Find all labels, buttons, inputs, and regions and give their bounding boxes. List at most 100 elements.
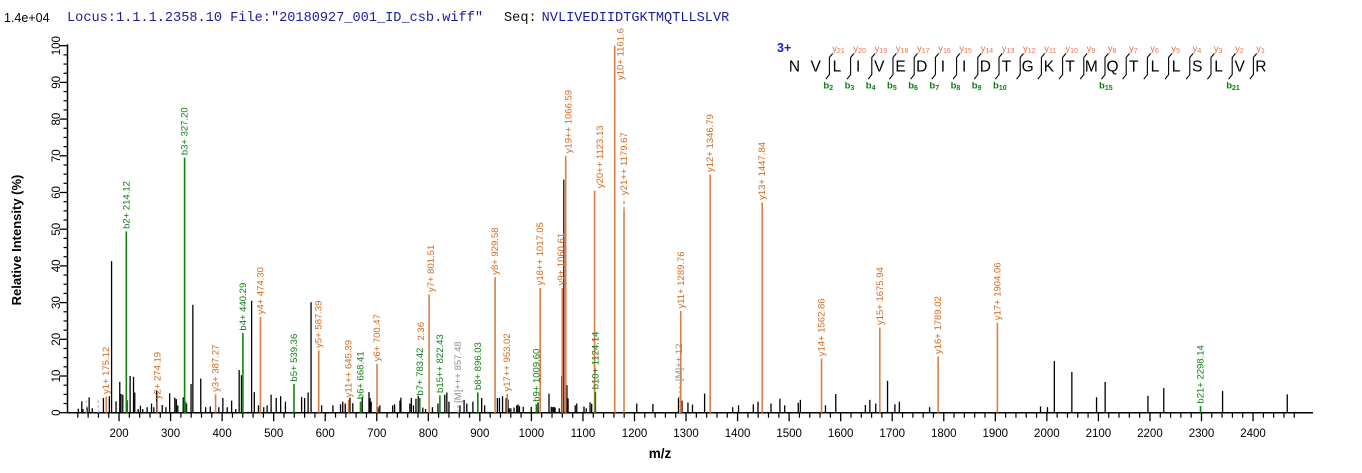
x-tick-label: 2200	[1137, 428, 1163, 440]
map-y-ion-label: y15	[959, 44, 972, 56]
map-y-ion-label: y17	[917, 44, 930, 56]
residue-letter: L	[1172, 59, 1181, 76]
fragment-peak-label: [M]+++ 857.48	[453, 341, 464, 403]
axes: 200 300 400 500 600 700 800 900 1000 1100 1200 1300…	[51, 36, 1313, 440]
residue-letter: Q	[1106, 59, 1118, 76]
fragment-peak-label: y9+ 1060.61	[556, 233, 567, 286]
x-tick-label: 600	[316, 428, 335, 440]
x-tick-label: 2400	[1240, 428, 1266, 440]
x-tick-label: 300	[161, 428, 180, 440]
map-b-ion-label: b15	[1099, 81, 1113, 93]
fragment-peak-label: y20++ 1123.13	[595, 125, 606, 188]
fragment-peak-label: y19++ 1066.59	[563, 90, 574, 153]
fragment-peak-label: b3+ 327.20	[180, 107, 191, 155]
fragment-peak-label: y10+ 1161.6	[616, 28, 627, 80]
map-y-ion-label: y13	[1002, 44, 1015, 56]
map-y-ion-label: y5	[1171, 44, 1180, 56]
fragment-peak-label: y7+ 801.51	[426, 245, 437, 292]
map-b-ion-label: b8	[951, 81, 961, 93]
x-tick-label: 900	[470, 428, 489, 440]
fragment-peak-label: y2+ 274.19	[152, 352, 163, 399]
fragment-peak-label: y11+ 1289.76	[676, 251, 687, 308]
fragment-bracket	[1164, 53, 1173, 80]
map-y-ion-label: y20	[853, 44, 866, 56]
fragment-peak-label: y11++ 645.39	[344, 340, 355, 397]
fragment-peak-label: b2+ 214.12	[121, 181, 132, 229]
residue-letter: V	[1235, 59, 1246, 76]
fragment-peak-label: y15+ 1675.94	[875, 267, 886, 325]
map-b-ion-label: b9	[972, 81, 982, 93]
fragment-peak-label: y21++ 1179.67	[619, 132, 630, 195]
x-tick-label: 1800	[931, 428, 957, 440]
residue-letter: V	[874, 59, 885, 76]
fragment-bracket	[1079, 53, 1088, 80]
map-y-ion-label: y3	[1214, 44, 1223, 56]
y-tick-label: 50	[51, 223, 63, 236]
y-tick-label: 100	[51, 36, 63, 55]
fragment-bracket	[1228, 53, 1236, 80]
x-tick-label: 400	[213, 428, 232, 440]
map-y-ion-label: y14	[981, 44, 994, 56]
x-tick-label: 1400	[725, 428, 751, 440]
residue-letter: V	[811, 59, 822, 76]
x-tick-label: 1000	[519, 428, 545, 440]
fragment-bracket	[952, 53, 961, 80]
fragment-peak-label: y16+ 1789.02	[933, 296, 944, 354]
fragment-peak-label: b8+ 896.03	[473, 342, 484, 390]
x-tick-label: 2100	[1086, 428, 1112, 440]
x-tick-label: 800	[419, 428, 438, 440]
fragment-peak-label: b4+ 440.29	[238, 283, 249, 331]
fragment-bracket	[888, 53, 897, 80]
map-y-ion-label: y11	[1044, 44, 1056, 56]
fragment-bracket	[1122, 53, 1130, 80]
x-tick-label: 2300	[1189, 428, 1215, 440]
fragment-peak-label: y6+ 700.47	[372, 314, 383, 361]
map-y-ion-label: y9	[1087, 44, 1096, 56]
x-tick-label: 1100	[571, 428, 596, 440]
map-b-ion-label: b6	[908, 81, 918, 93]
y-tick-label: 80	[51, 113, 63, 126]
fragment-bracket	[1100, 53, 1109, 80]
fragment-bracket	[910, 53, 918, 80]
x-tick-label: 500	[264, 428, 283, 440]
y-tick-label: 70	[51, 149, 63, 162]
residue-letter: E	[895, 59, 905, 76]
header-seq-value: NVLIVEDIIDTGKTMQTLLSLVR	[542, 11, 730, 26]
x-tick-label: 1200	[622, 428, 648, 440]
fragment-bracket	[931, 53, 940, 80]
residue-letter: I	[941, 59, 945, 76]
header-seq: Seq: NVLIVEDIIDTGKTMQTLLSLVR	[504, 11, 729, 26]
x-tick-label: 200	[109, 428, 128, 440]
residue-letter: K	[1044, 59, 1055, 76]
residue-letter: T	[1065, 59, 1075, 76]
peaks	[77, 45, 1288, 413]
fragment-bracket	[1037, 53, 1046, 80]
fragment-bracket	[1016, 53, 1024, 80]
fragment-bracket	[846, 53, 855, 80]
map-y-ion-label: y6	[1150, 44, 1159, 56]
fragment-peak-label: b5+ 539.36	[289, 334, 300, 382]
residue-letter: S	[1192, 59, 1202, 76]
map-b-ion-label: b7	[929, 81, 939, 93]
y-tick-label: 60	[51, 186, 63, 199]
fragment-bracket	[867, 53, 876, 80]
fragment-bracket	[1249, 53, 1258, 80]
fragment-bracket	[1185, 53, 1194, 80]
x-tick-label: 2000	[1034, 428, 1060, 440]
fragment-peak-label: b7+ 783.42	[415, 348, 426, 396]
map-b-ion-label: b10	[993, 81, 1007, 93]
fragment-peak-label: y17++ 953.02	[502, 333, 513, 391]
fragment-peak-label: y12+ 1346.79	[705, 114, 716, 172]
map-b-ion-label: b3	[845, 81, 855, 93]
y-tick-label: 20	[51, 333, 63, 346]
y-tick-label: 40	[51, 260, 63, 273]
fragment-peak-label: y3+ 387.27	[211, 345, 222, 392]
fragment-peak-label: b9+ 1009.60	[531, 349, 542, 402]
residue-letter: I	[856, 59, 860, 76]
base-peak-intensity-label: 1.4e+04	[4, 11, 50, 25]
fragment-bracket	[994, 53, 1003, 80]
fragment-peak-label: y13+ 1447.84	[757, 142, 768, 200]
map-y-ion-label: y2	[1235, 44, 1244, 56]
map-y-ion-label: y21	[832, 44, 845, 56]
